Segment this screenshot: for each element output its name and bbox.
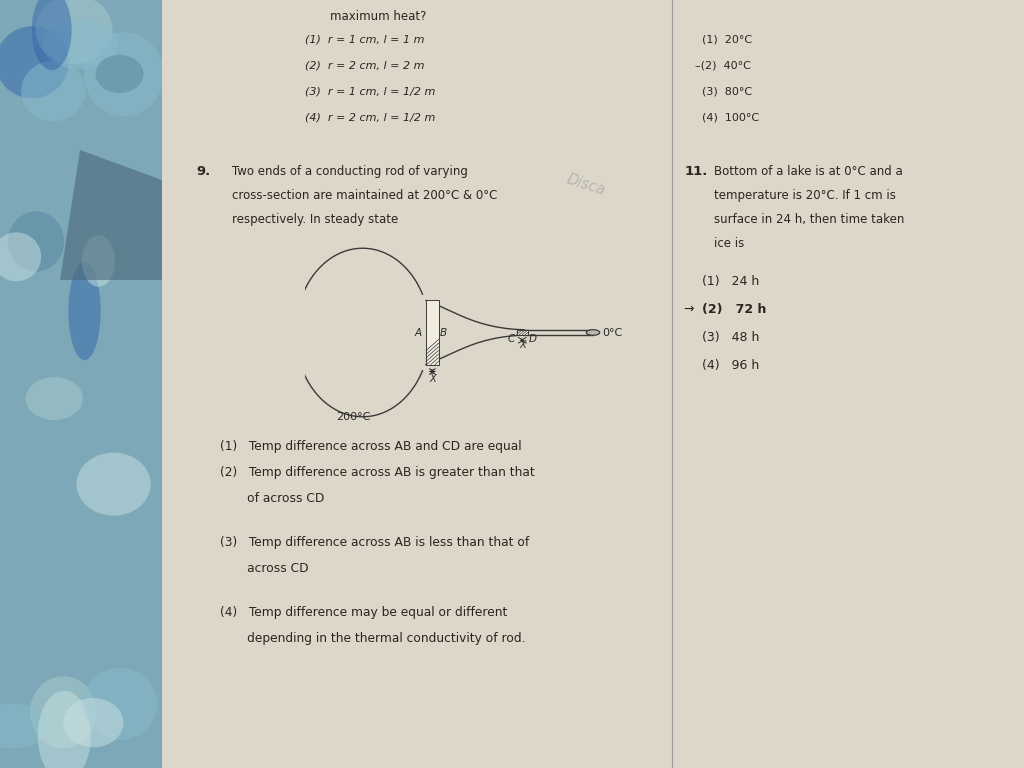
- Ellipse shape: [82, 235, 115, 286]
- Bar: [162, 0, 1024, 768]
- Text: (1)  r = 1 cm, l = 1 m: (1) r = 1 cm, l = 1 m: [305, 35, 425, 45]
- Bar: [0, 0, 162, 768]
- Text: Two ends of a conducting rod of varying: Two ends of a conducting rod of varying: [232, 165, 468, 178]
- Text: (4)   96 h: (4) 96 h: [702, 359, 759, 372]
- Text: X: X: [429, 374, 435, 384]
- Polygon shape: [60, 150, 162, 280]
- Ellipse shape: [0, 233, 41, 281]
- Text: maximum heat?: maximum heat?: [330, 10, 426, 23]
- Ellipse shape: [63, 698, 124, 747]
- Ellipse shape: [84, 32, 164, 116]
- Text: (2)   72 h: (2) 72 h: [702, 303, 766, 316]
- Ellipse shape: [587, 329, 600, 336]
- Bar: [426, 300, 438, 365]
- Ellipse shape: [36, 0, 113, 65]
- Text: 200°C: 200°C: [336, 412, 371, 422]
- Ellipse shape: [26, 377, 83, 420]
- Text: (1)   Temp difference across AB and CD are equal: (1) Temp difference across AB and CD are…: [220, 440, 521, 453]
- Text: across CD: across CD: [220, 562, 308, 575]
- Text: (2)  r = 2 cm, l = 2 m: (2) r = 2 cm, l = 2 m: [305, 61, 425, 71]
- Text: 0°C: 0°C: [602, 327, 623, 337]
- Text: Bottom of a lake is at 0°C and a: Bottom of a lake is at 0°C and a: [714, 165, 903, 178]
- Ellipse shape: [83, 668, 158, 740]
- Ellipse shape: [43, 21, 118, 69]
- Text: of across CD: of across CD: [220, 492, 325, 505]
- Ellipse shape: [38, 690, 91, 768]
- Text: A: A: [415, 327, 422, 337]
- Text: 11.: 11.: [685, 165, 709, 178]
- Ellipse shape: [22, 61, 85, 121]
- Text: (4)  100°C: (4) 100°C: [702, 113, 759, 123]
- Text: (3)   Temp difference across AB is less than that of: (3) Temp difference across AB is less th…: [220, 536, 529, 549]
- Ellipse shape: [30, 676, 96, 748]
- Text: →: →: [683, 303, 693, 316]
- Text: (3)   48 h: (3) 48 h: [702, 331, 760, 344]
- Ellipse shape: [77, 452, 151, 515]
- Text: (2)   Temp difference across AB is greater than that: (2) Temp difference across AB is greater…: [220, 466, 535, 479]
- Text: (4)   Temp difference may be equal or different: (4) Temp difference may be equal or diff…: [220, 606, 507, 619]
- Text: cross-section are maintained at 200°C & 0°C: cross-section are maintained at 200°C & …: [232, 189, 498, 202]
- Bar: [517, 329, 527, 336]
- Ellipse shape: [8, 211, 65, 272]
- Ellipse shape: [0, 703, 49, 749]
- Text: D: D: [529, 335, 537, 345]
- Text: –(2)  40°C: –(2) 40°C: [695, 61, 751, 71]
- Text: ice is: ice is: [714, 237, 744, 250]
- Text: X: X: [519, 340, 525, 350]
- Text: 9.: 9.: [196, 165, 210, 178]
- Text: Disca: Disca: [565, 171, 607, 198]
- Text: (3)  r = 1 cm, l = 1/2 m: (3) r = 1 cm, l = 1/2 m: [305, 87, 435, 97]
- Text: temperature is 20°C. If 1 cm is: temperature is 20°C. If 1 cm is: [714, 189, 896, 202]
- Ellipse shape: [95, 55, 143, 93]
- Ellipse shape: [32, 0, 72, 70]
- Ellipse shape: [0, 26, 69, 98]
- Text: (4)  r = 2 cm, l = 1/2 m: (4) r = 2 cm, l = 1/2 m: [305, 113, 435, 123]
- Text: surface in 24 h, then time taken: surface in 24 h, then time taken: [714, 213, 904, 226]
- Ellipse shape: [69, 262, 100, 360]
- Text: (3)  80°C: (3) 80°C: [702, 87, 752, 97]
- Text: B: B: [440, 327, 447, 337]
- Text: (1)  20°C: (1) 20°C: [702, 35, 752, 45]
- Text: C: C: [507, 335, 515, 345]
- Text: (1)   24 h: (1) 24 h: [702, 275, 759, 288]
- Text: respectively. In steady state: respectively. In steady state: [232, 213, 398, 226]
- Text: depending in the thermal conductivity of rod.: depending in the thermal conductivity of…: [220, 632, 525, 645]
